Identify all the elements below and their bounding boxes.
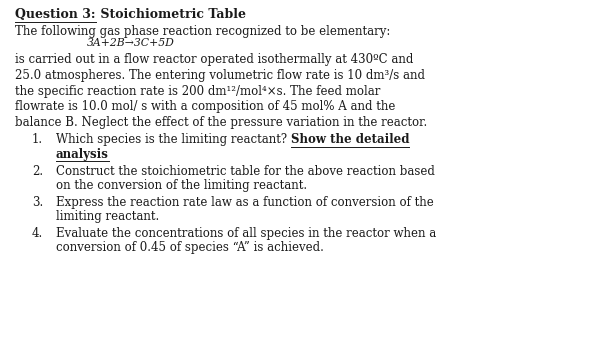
Text: Question 3:: Question 3: — [15, 8, 96, 21]
Text: The following gas phase reaction recognized to be elementary:: The following gas phase reaction recogni… — [15, 25, 391, 38]
Text: 2.: 2. — [32, 165, 43, 178]
Text: limiting reactant.: limiting reactant. — [56, 210, 160, 223]
Text: flowrate is 10.0 mol/ s with a composition of 45 mol% A and the: flowrate is 10.0 mol/ s with a compositi… — [15, 100, 396, 114]
Text: Express the reaction rate law as a function of conversion of the: Express the reaction rate law as a funct… — [56, 196, 433, 209]
Text: on the conversion of the limiting reactant.: on the conversion of the limiting reacta… — [56, 179, 307, 192]
Text: 25.0 atmospheres. The entering volumetric flow rate is 10 dm³/s and: 25.0 atmospheres. The entering volumetri… — [15, 69, 425, 82]
Text: Stoichiometric Table: Stoichiometric Table — [96, 8, 246, 21]
Text: Construct the stoichiometric table for the above reaction based: Construct the stoichiometric table for t… — [56, 165, 435, 178]
Text: 3A+2B→3C+5D: 3A+2B→3C+5D — [87, 38, 175, 48]
Text: analysis: analysis — [56, 148, 109, 161]
Text: Which species is the limiting reactant?: Which species is the limiting reactant? — [56, 133, 291, 146]
Text: is carried out in a flow reactor operated isothermally at 430ºC and: is carried out in a flow reactor operate… — [15, 53, 414, 66]
Text: the specific reaction rate is 200 dm¹²/mol⁴×s. The feed molar: the specific reaction rate is 200 dm¹²/m… — [15, 85, 380, 98]
Text: Show the detailed: Show the detailed — [291, 133, 409, 146]
Text: conversion of 0.45 of species “A” is achieved.: conversion of 0.45 of species “A” is ach… — [56, 241, 324, 254]
Text: 1.: 1. — [32, 133, 43, 146]
Text: Evaluate the concentrations of all species in the reactor when a: Evaluate the concentrations of all speci… — [56, 227, 436, 240]
Text: 4.: 4. — [32, 227, 43, 240]
Text: balance B. Neglect the effect of the pressure variation in the reactor.: balance B. Neglect the effect of the pre… — [15, 116, 427, 129]
Text: 3.: 3. — [32, 196, 43, 209]
